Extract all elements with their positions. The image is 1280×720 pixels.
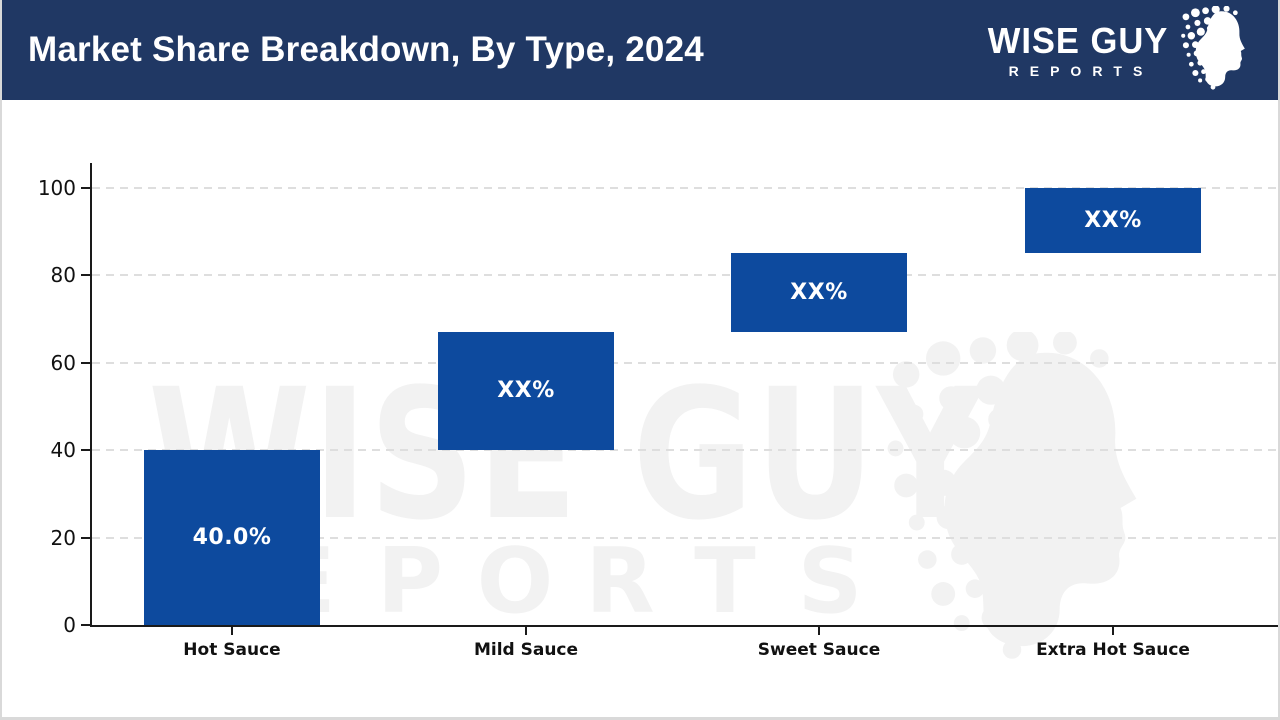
y-gridline xyxy=(92,274,1278,276)
bar: XX% xyxy=(1025,187,1201,254)
y-tick-label: 60 xyxy=(50,350,76,375)
watermark-reports-letter: S xyxy=(797,529,863,634)
x-tick-label: Extra Hot Sauce xyxy=(1036,640,1190,660)
bar-value-label: XX% xyxy=(1084,207,1142,233)
y-tick-mark xyxy=(81,449,90,451)
bar-value-label: 40.0% xyxy=(192,525,272,550)
y-tick-label: 20 xyxy=(50,525,76,550)
y-tick-mark xyxy=(81,624,90,626)
watermark-reports-letter: T xyxy=(694,529,756,634)
x-tick-mark xyxy=(818,627,820,635)
y-gridline xyxy=(92,449,1278,451)
watermark-reports-letter: P xyxy=(377,529,443,634)
logo-wordmark-block: WISE GUY REPORTS xyxy=(984,19,1172,79)
y-tick-label: 40 xyxy=(50,438,76,462)
y-tick-mark xyxy=(81,361,90,364)
x-tick-label: Mild Sauce xyxy=(473,640,579,660)
logo-subtext: REPORTS xyxy=(1008,62,1154,79)
x-tick-mark xyxy=(1112,627,1114,635)
y-gridline xyxy=(92,536,1278,539)
y-tick-label: 0 xyxy=(63,613,76,637)
x-axis-line xyxy=(90,625,1278,627)
y-gridline xyxy=(92,186,1278,189)
wiseguy-logo: WISE GUY REPORTS xyxy=(984,5,1252,94)
bar-value-label: XX% xyxy=(790,280,848,305)
y-tick-label: 80 xyxy=(50,263,76,287)
figure-header: Market Share Breakdown, By Type, 2024 WI… xyxy=(2,0,1278,100)
dotted-head-profile-icon xyxy=(1174,5,1252,94)
y-tick-mark xyxy=(81,536,90,539)
bar-value-label: XX% xyxy=(497,378,555,404)
y-axis-line xyxy=(90,163,92,627)
plot-area: WISE GUY REPORTS 02040608010040.0%XX%XX%… xyxy=(2,100,1278,717)
y-tick-label: 100 xyxy=(37,175,76,200)
x-tick-mark xyxy=(231,627,233,635)
y-gridline xyxy=(92,361,1278,364)
bar: 40.0% xyxy=(144,450,320,625)
watermark-reports-letter: R xyxy=(585,529,655,634)
logo-wordmark: WISE GUY xyxy=(987,19,1169,61)
y-tick-mark xyxy=(81,274,90,276)
bar: XX% xyxy=(731,253,907,332)
x-tick-label: Hot Sauce xyxy=(183,640,281,660)
figure-title: Market Share Breakdown, By Type, 2024 xyxy=(28,30,704,69)
x-tick-label: Sweet Sauce xyxy=(757,640,881,660)
y-tick-mark xyxy=(81,186,90,189)
watermark-reports-letter: O xyxy=(476,529,554,634)
bar: XX% xyxy=(438,331,614,450)
x-tick-mark xyxy=(525,627,527,635)
